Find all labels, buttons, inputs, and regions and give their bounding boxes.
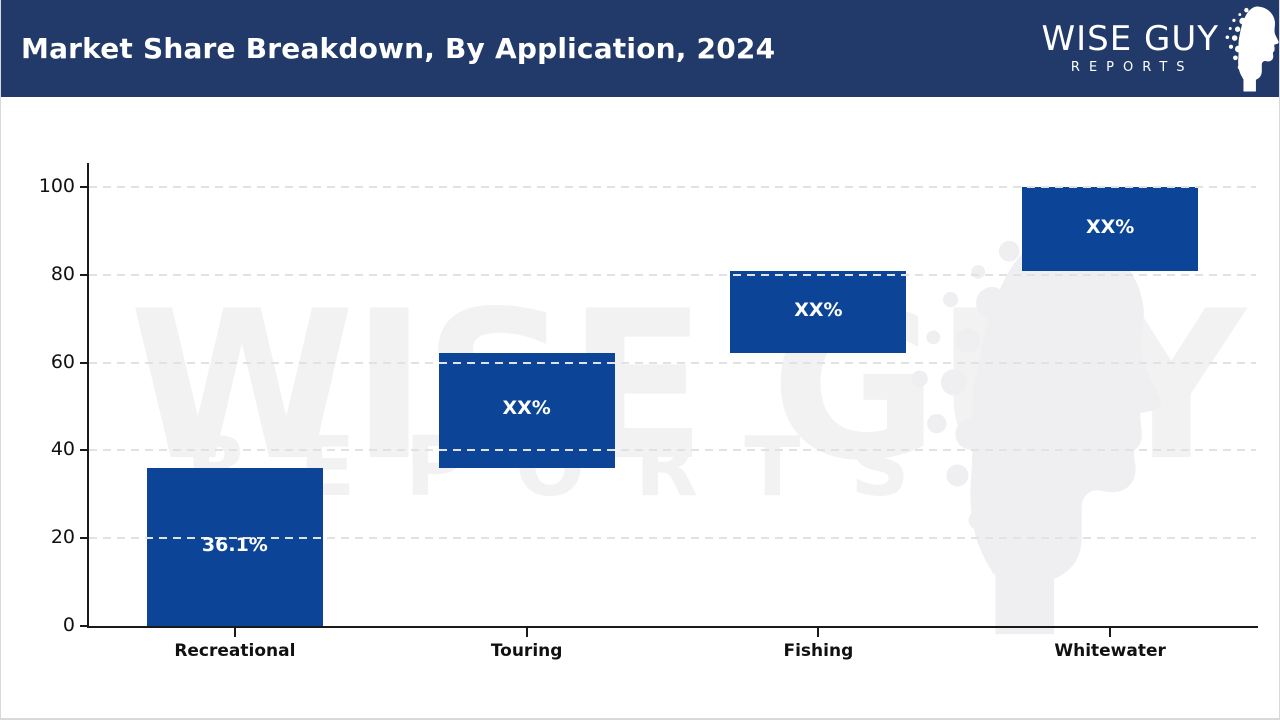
x-axis-line (87, 626, 1258, 628)
bar-fishing (730, 270, 907, 353)
x-tick-whitewater (1109, 628, 1112, 637)
logo-text: WISE GUY REPORTS (1041, 22, 1219, 75)
y-tick-80 (80, 273, 89, 276)
gridline-100 (89, 186, 1256, 188)
x-label-whitewater: Whitewater (1054, 641, 1166, 661)
x-tick-recreational (233, 628, 236, 637)
y-tick-100 (80, 186, 89, 188)
y-tick-20 (80, 537, 89, 540)
y-tick-label-60: 60 (50, 350, 75, 373)
bar-touring (438, 352, 615, 468)
header-bar: Market Share Breakdown, By Application, … (1, 0, 1279, 97)
logo-wordmark: WISE GUY (1041, 19, 1219, 59)
page-title: Market Share Breakdown, By Application, … (21, 32, 776, 65)
bar-label-recreational: 36.1% (201, 533, 268, 556)
x-label-recreational: Recreational (174, 641, 296, 661)
gridline-40 (89, 449, 1256, 452)
bar-recreational (146, 467, 323, 626)
gridline-80 (89, 273, 1256, 276)
logo-subtitle: REPORTS (1070, 60, 1194, 75)
chart-area: WISE GUY REPORTS 02040608010036.1%Recrea… (1, 97, 1279, 718)
x-label-fishing: Fishing (783, 641, 854, 661)
bar-whitewater (1022, 187, 1199, 271)
gridline-60 (89, 361, 1256, 364)
bar-label-fishing: XX% (794, 298, 843, 321)
y-tick-0 (80, 625, 89, 627)
y-tick-label-0: 0 (62, 614, 75, 636)
bar-label-whitewater: XX% (1085, 215, 1135, 238)
bar-label-touring: XX% (502, 397, 551, 420)
y-tick-label-40: 40 (50, 438, 75, 461)
gridline-20 (89, 537, 1256, 540)
wise-guy-logo: WISE GUY REPORTS (1041, 5, 1279, 93)
y-tick-40 (80, 449, 89, 452)
x-label-touring: Touring (490, 641, 563, 661)
y-axis-line (87, 163, 89, 628)
x-tick-fishing (817, 628, 820, 637)
plot-region: 0 20 40 60 80 100 36.1% Recreational XX% Touring X… (1, 97, 1279, 718)
y-tick-label-80: 80 (50, 262, 75, 285)
x-tick-touring (525, 628, 528, 637)
y-tick-label-20: 20 (50, 526, 75, 549)
y-tick-60 (80, 361, 89, 364)
y-tick-label-100: 100 (38, 175, 75, 197)
